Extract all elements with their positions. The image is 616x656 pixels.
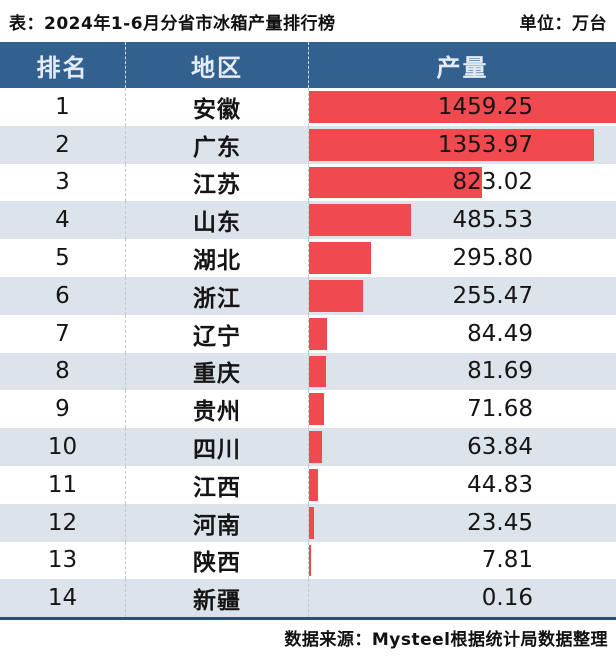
data-source-label: 数据来源：Mysteel根据统计局数据整理 [284,629,608,650]
rank-cell: 5 [55,245,70,272]
table-row: 9 贵州 71.68 [0,390,616,429]
region-cell: 江苏 [125,163,308,202]
table-row: 1 安徽 1459.25 [0,88,616,126]
rank-cell: 13 [47,547,78,574]
rank-cell: 7 [55,320,70,347]
value-bar [309,393,325,426]
value-cell: 81.69 [308,352,616,391]
chart-title: 表：2024年1-6月分省市冰箱产量排行榜 [9,13,336,34]
region-cell: 江西 [125,465,308,504]
table-row: 6 浙江 255.47 [0,276,616,315]
table-row: 11 江西 44.83 [0,465,616,504]
value-bar [309,204,412,237]
table-row: 12 河南 23.45 [0,503,616,542]
table-row: 2 广东 1353.97 [0,125,616,164]
value-cell: 295.80 [308,239,616,277]
table-row: 7 辽宁 84.49 [0,314,616,353]
value-cell: 7.81 [308,541,616,580]
rank-cell: 10 [47,434,78,461]
unit-label: 单位：万台 [519,13,607,34]
table-body: 1 安徽 1459.25 2 广东 1353.97 3 江苏 823.02 4 山东 485.53 5 湖… [0,88,616,618]
value-cell: 23.45 [308,503,616,542]
value-cell: 44.83 [308,465,616,504]
region-cell: 新疆 [125,579,308,618]
value-cell: 485.53 [308,201,616,240]
value-cell: 1459.25 [308,88,616,126]
value-bar [309,468,319,501]
rank-cell: 14 [47,585,78,612]
title-bar: 表：2024年1-6月分省市冰箱产量排行榜 单位：万台 [0,0,616,42]
column-header-region: 地区 [125,42,308,88]
rank-cell: 9 [55,396,70,423]
value-bar [309,544,311,577]
rank-cell: 3 [55,169,70,196]
value-label: 1353.97 [437,131,533,158]
region-cell: 山东 [125,201,308,240]
value-label: 63.84 [467,434,533,461]
table-row: 3 江苏 823.02 [0,163,616,202]
value-cell: 255.47 [308,276,616,315]
region-cell: 重庆 [125,352,308,391]
value-cell: 823.02 [308,163,616,202]
table-row: 14 新疆 0.16 [0,579,616,618]
region-cell: 安徽 [125,88,308,126]
table-bottom-border [0,617,616,621]
value-label: 81.69 [467,358,533,385]
value-label: 84.49 [467,320,533,347]
table-row: 4 山东 485.53 [0,201,616,240]
value-label: 23.45 [467,509,533,536]
region-cell: 浙江 [125,276,308,315]
value-bar [309,506,314,539]
table-row: 5 湖北 295.80 [0,239,616,277]
value-label: 0.16 [481,585,533,612]
value-cell: 63.84 [308,428,616,466]
value-cell: 1353.97 [308,125,616,164]
value-bar [309,91,616,123]
region-cell: 四川 [125,428,308,466]
region-cell: 辽宁 [125,314,308,353]
rank-cell: 6 [55,282,70,309]
rank-cell: 8 [55,358,70,385]
value-bar [309,279,363,312]
value-label: 1459.25 [437,93,533,120]
value-label: 44.83 [467,471,533,498]
value-label: 71.68 [467,396,533,423]
rank-cell: 11 [47,471,78,498]
value-label: 485.53 [452,207,533,234]
rank-cell: 12 [47,509,78,536]
value-cell: 84.49 [308,314,616,353]
value-label: 255.47 [452,282,533,309]
region-cell: 湖北 [125,239,308,277]
value-cell: 71.68 [308,390,616,429]
value-label: 823.02 [452,169,533,196]
rank-cell: 2 [55,131,70,158]
footer: 数据来源：Mysteel根据统计局数据整理 [0,620,616,656]
table-row: 13 陕西 7.81 [0,541,616,580]
region-cell: 陕西 [125,541,308,580]
region-cell: 广东 [125,125,308,164]
value-bar [309,317,327,350]
value-cell: 0.16 [308,579,616,618]
value-bar [309,166,483,199]
value-label: 295.80 [452,245,533,272]
table-row: 10 四川 63.84 [0,428,616,466]
column-header-rank: 排名 [36,53,89,82]
value-bar [309,355,327,388]
region-cell: 河南 [125,503,308,542]
rank-cell: 4 [55,207,70,234]
rank-cell: 1 [55,93,70,120]
table-header-row: 排名 地区 产量 [0,42,616,88]
table-row: 8 重庆 81.69 [0,352,616,391]
value-bar [309,431,323,463]
value-bar [309,128,594,161]
value-label: 7.81 [481,547,533,574]
value-bar [309,242,372,274]
region-cell: 贵州 [125,390,308,429]
column-header-value: 产量 [308,42,616,88]
